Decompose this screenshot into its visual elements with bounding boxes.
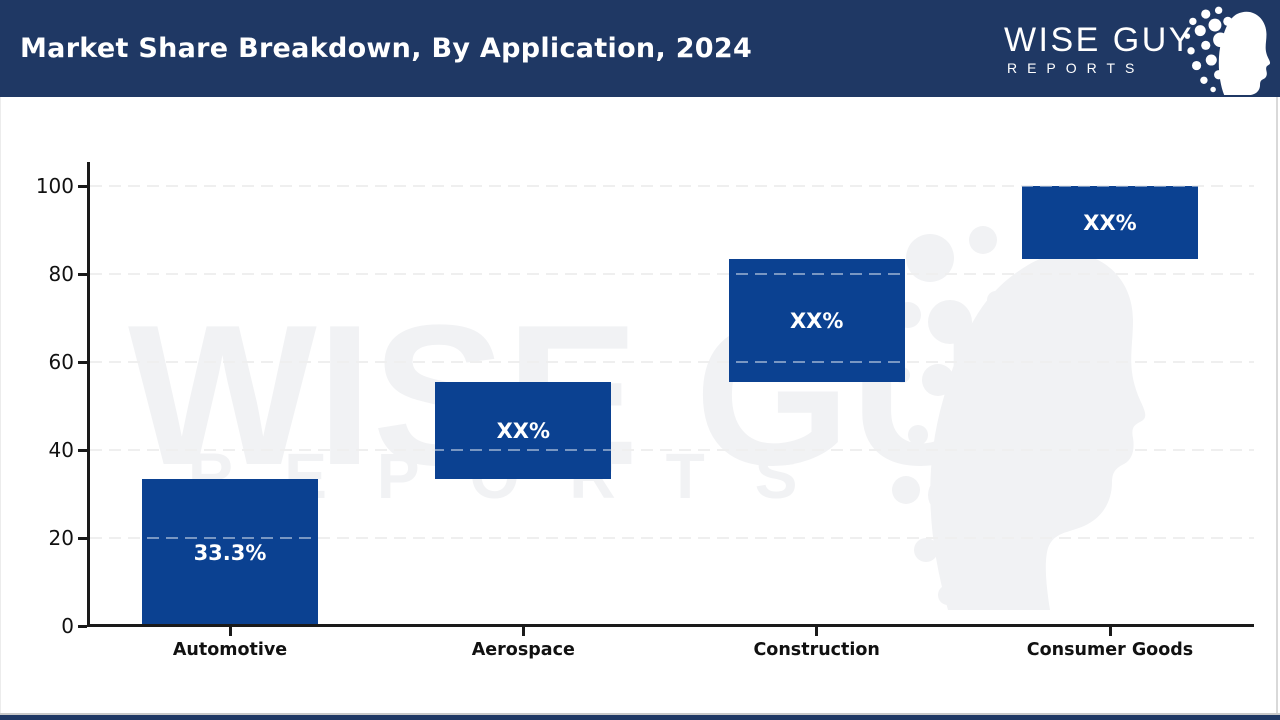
wise-guy-logo: WISE GUY REPORTS bbox=[1004, 0, 1272, 97]
gridline-overlay-40 bbox=[90, 449, 1254, 451]
bar-value-label: 33.3% bbox=[193, 540, 267, 565]
bar-automotive bbox=[142, 479, 318, 626]
page-title: Market Share Breakdown, By Application, … bbox=[20, 33, 753, 64]
card-right-border bbox=[1276, 97, 1278, 714]
x-tick-mark bbox=[815, 627, 819, 636]
gridline-60 bbox=[90, 361, 1254, 363]
y-tick-mark bbox=[78, 448, 87, 452]
y-tick-mark bbox=[78, 184, 87, 188]
logo-reports-text: REPORTS bbox=[1006, 59, 1145, 76]
x-tick-label-aerospace: Aerospace bbox=[471, 640, 575, 660]
x-axis-line bbox=[87, 624, 1254, 627]
x-tick-mark bbox=[1108, 627, 1112, 636]
card-bottom-border bbox=[0, 713, 1280, 715]
gridline-overlay-100 bbox=[90, 185, 1254, 187]
x-tick-mark bbox=[228, 627, 232, 636]
header: Market Share Breakdown, By Application, … bbox=[0, 0, 1280, 97]
footer-accent-bar bbox=[0, 715, 1280, 720]
bar-value-label: XX% bbox=[1083, 210, 1137, 235]
y-tick-label: 100 bbox=[35, 174, 74, 198]
y-tick-label: 60 bbox=[48, 350, 74, 374]
y-tick-label: 0 bbox=[61, 614, 74, 638]
y-tick-label: 20 bbox=[48, 526, 74, 550]
y-tick-mark bbox=[78, 272, 87, 276]
x-tick-label-construction: Construction bbox=[753, 640, 880, 660]
logo-head-icon bbox=[1184, 6, 1271, 95]
bar-construction bbox=[728, 259, 905, 382]
y-tick-mark bbox=[78, 624, 87, 628]
gridline-40 bbox=[90, 449, 1254, 451]
gridline-100 bbox=[90, 185, 1254, 187]
gridline-20 bbox=[90, 537, 1254, 539]
card-left-border bbox=[0, 97, 1, 714]
y-tick-label: 40 bbox=[48, 438, 74, 462]
logo-wiseguy-text: WISE GUY bbox=[1003, 20, 1194, 59]
bar-consumer-goods bbox=[1022, 186, 1198, 260]
gridline-overlay-20 bbox=[90, 537, 1254, 539]
y-axis-line bbox=[87, 162, 90, 627]
bar-aerospace bbox=[435, 381, 612, 480]
y-tick-mark bbox=[78, 360, 87, 364]
x-tick-label-consumer-goods: Consumer Goods bbox=[1026, 640, 1194, 660]
watermark-head-icon bbox=[892, 226, 1146, 610]
y-tick-label: 80 bbox=[48, 262, 74, 286]
gridline-80 bbox=[90, 273, 1254, 275]
bar-value-label: XX% bbox=[789, 308, 844, 333]
x-tick-mark bbox=[521, 627, 525, 636]
gridline-overlay-60 bbox=[90, 361, 1254, 363]
x-tick-label-automotive: Automotive bbox=[172, 640, 288, 660]
y-tick-mark bbox=[78, 536, 87, 540]
bar-value-label: XX% bbox=[496, 418, 551, 443]
gridline-overlay-80 bbox=[90, 273, 1254, 275]
